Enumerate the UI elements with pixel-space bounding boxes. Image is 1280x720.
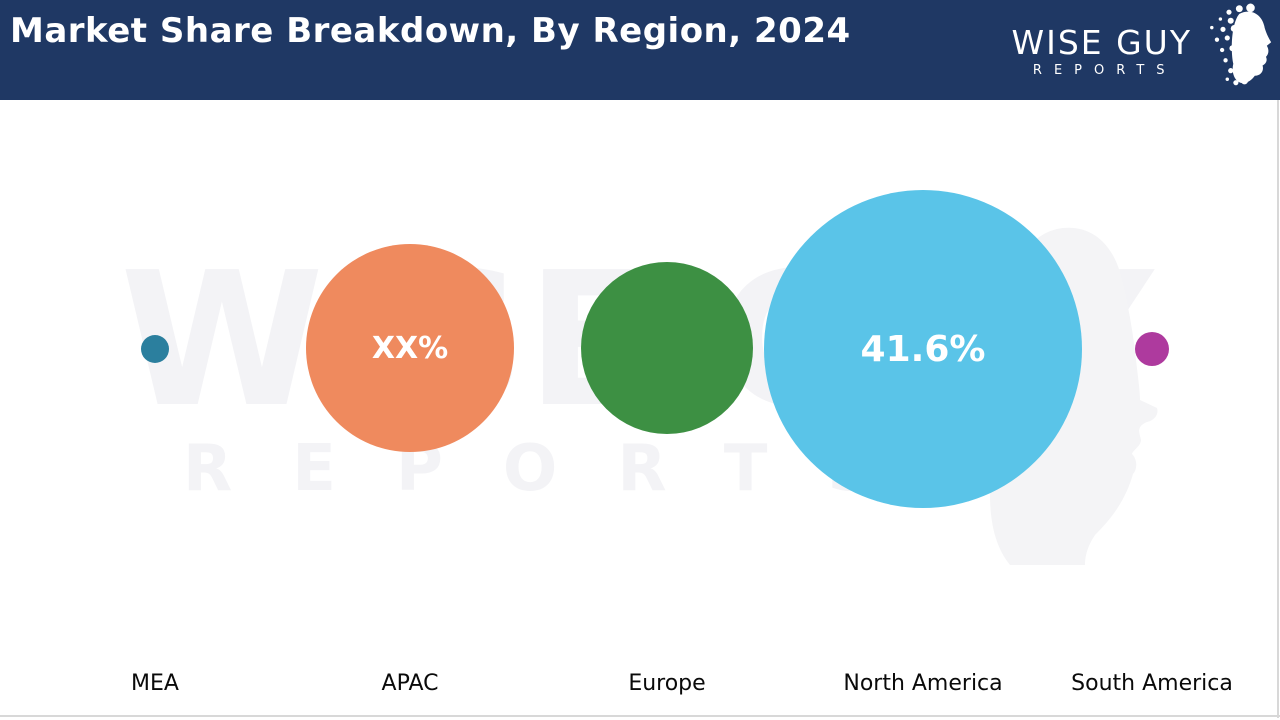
bubble-value-label-north-america: 41.6%: [860, 328, 986, 370]
bubble-value-label-apac: XX%: [371, 330, 449, 366]
category-label-south-america: South America: [1071, 671, 1233, 696]
page-title: Market Share Breakdown, By Region, 2024: [10, 11, 851, 51]
brand-logo: WISE GUY REPORTS: [1011, 3, 1272, 96]
right-divider: [1277, 100, 1279, 718]
logo-face-icon: [1210, 3, 1272, 86]
bubble-apac: XX%: [306, 244, 514, 452]
category-label-apac: APAC: [381, 671, 439, 696]
category-label-north-america: North America: [843, 671, 1003, 696]
category-label-mea: MEA: [131, 671, 179, 696]
bubble-mea: [141, 335, 169, 363]
logo-text: WISE GUY REPORTS: [1011, 23, 1192, 78]
bubble-north-america: 41.6%: [764, 190, 1082, 508]
bubble-europe: [581, 262, 753, 434]
logo-wordmark: WISE GUY: [1011, 22, 1192, 62]
header-bar: Market Share Breakdown, By Region, 2024 …: [0, 0, 1280, 100]
category-label-europe: Europe: [628, 671, 706, 696]
bottom-divider: [0, 715, 1280, 717]
bubble-south-america: [1135, 332, 1169, 366]
logo-subtitle: REPORTS: [1032, 62, 1177, 78]
watermark-subtitle: REPORTS: [183, 432, 934, 506]
